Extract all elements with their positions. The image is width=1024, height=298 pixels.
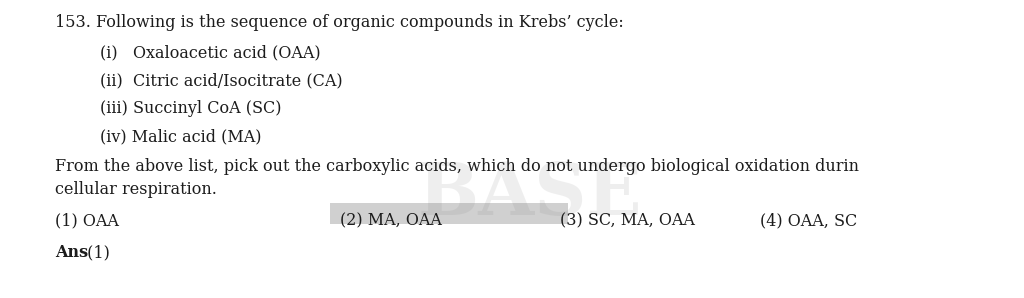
Text: (2) MA, OAA: (2) MA, OAA [340, 212, 442, 229]
Text: (4) OAA, SC: (4) OAA, SC [760, 212, 857, 229]
Text: (3) SC, MA, OAA: (3) SC, MA, OAA [560, 212, 695, 229]
Bar [330, 203, 568, 224]
Text: 153. Following is the sequence of organic compounds in Krebs’ cycle:: 153. Following is the sequence of organi… [55, 14, 624, 31]
Text: cellular respiration.: cellular respiration. [55, 181, 217, 198]
Text: (i)   Oxaloacetic acid (OAA): (i) Oxaloacetic acid (OAA) [100, 44, 321, 61]
Text: (1): (1) [82, 244, 110, 261]
Text: (ii)  Citric acid/Isocitrate (CA): (ii) Citric acid/Isocitrate (CA) [100, 72, 343, 89]
Text: (1) OAA: (1) OAA [55, 212, 119, 229]
Text: Ans: Ans [55, 244, 88, 261]
Text: BASE: BASE [418, 159, 642, 230]
Text: From the above list, pick out the carboxylic acids, which do not undergo biologi: From the above list, pick out the carbox… [55, 158, 859, 175]
Text: (iv) Malic acid (MA): (iv) Malic acid (MA) [100, 128, 261, 145]
Text: (iii) Succinyl CoA (SC): (iii) Succinyl CoA (SC) [100, 100, 282, 117]
